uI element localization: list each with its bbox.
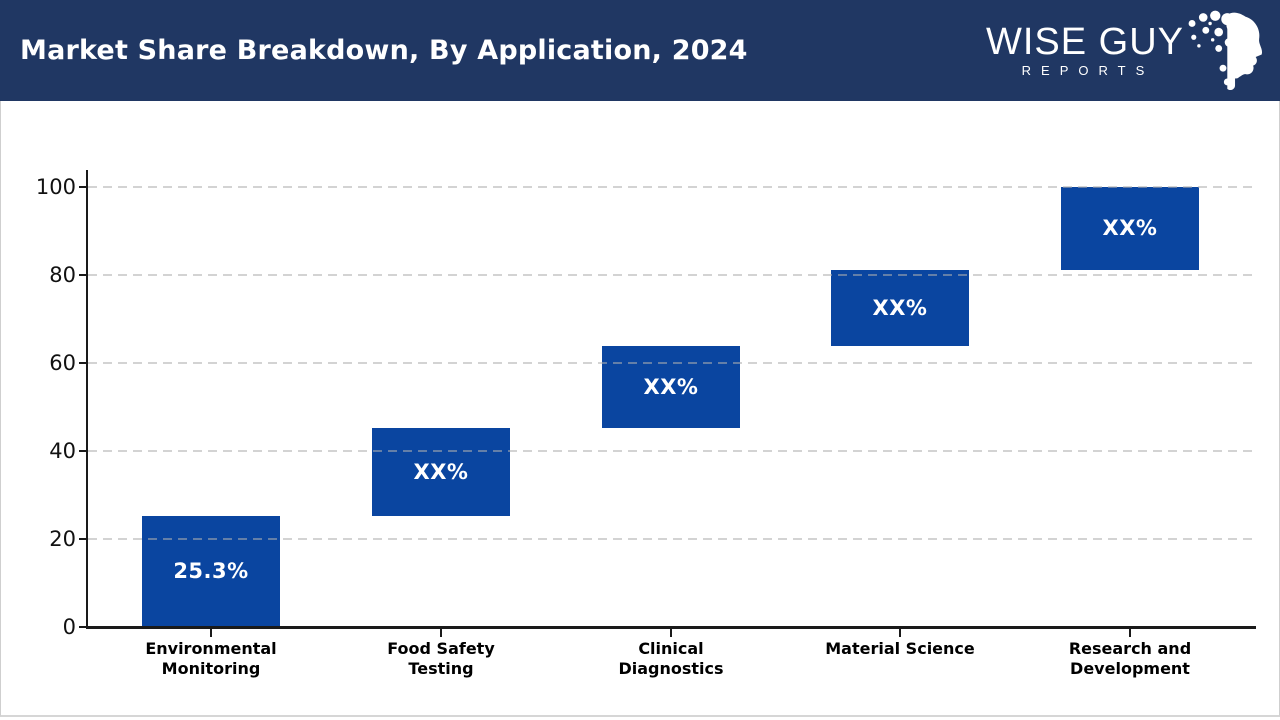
y-tick-label-20: 20 (49, 527, 76, 551)
bar-3: XX% (831, 269, 969, 346)
header-bar: Market Share Breakdown, By Application, … (0, 0, 1280, 101)
y-tick-label-40: 40 (49, 439, 76, 463)
y-tick-label-60: 60 (49, 351, 76, 375)
y-tick-mark-40 (79, 450, 86, 452)
logo-wordmark-line1: WISE GUY (985, 21, 1184, 63)
y-tick-mark-20 (79, 538, 86, 540)
x-tick-mark-3 (899, 629, 901, 637)
gridline-60 (88, 362, 1255, 364)
bar-0: 25.3% (142, 515, 280, 627)
x-category-label-4: Research and Development (1068, 639, 1192, 678)
bar-value-label-3: XX% (872, 295, 928, 320)
gridline-80 (88, 274, 1255, 276)
y-tick-mark-0 (79, 626, 86, 628)
x-tick-mark-4 (1129, 629, 1131, 637)
gridline-20 (88, 538, 1255, 540)
bar-1: XX% (372, 427, 510, 516)
wiseguy-logo: WISE GUY REPORTS (986, 9, 1280, 93)
x-category-label-1: Food Safety Testing (387, 639, 495, 678)
bar-value-label-4: XX% (1102, 216, 1158, 241)
y-tick-label-0: 0 (62, 615, 76, 639)
logo-wordmark-line2: REPORTS (1021, 63, 1155, 78)
x-tick-mark-1 (440, 629, 442, 637)
logo-face-icon (1188, 10, 1263, 90)
bar-value-label-1: XX% (413, 459, 469, 484)
logo-wordmark: WISE GUY REPORTS (986, 23, 1184, 78)
chart-title: Market Share Breakdown, By Application, … (20, 35, 748, 66)
bar-4: XX% (1061, 187, 1199, 270)
bar-value-label-0: 25.3% (173, 559, 249, 584)
y-tick-mark-80 (79, 274, 86, 276)
x-category-label-0: Environmental Monitoring (145, 639, 277, 678)
bar-value-label-2: XX% (643, 374, 699, 399)
x-axis-line (86, 626, 1256, 629)
gridline-40 (88, 450, 1255, 452)
x-category-label-3: Material Science (825, 639, 975, 658)
bar-2: XX% (602, 345, 740, 428)
x-tick-mark-2 (670, 629, 672, 637)
y-tick-label-80: 80 (49, 263, 76, 287)
y-tick-mark-60 (79, 362, 86, 364)
x-tick-mark-0 (210, 629, 212, 637)
y-axis-line (86, 170, 88, 629)
y-tick-mark-100 (79, 186, 86, 188)
x-category-label-2: Clinical Diagnostics (618, 639, 724, 678)
gridline-100 (88, 186, 1255, 188)
y-tick-label-100: 100 (35, 175, 76, 199)
